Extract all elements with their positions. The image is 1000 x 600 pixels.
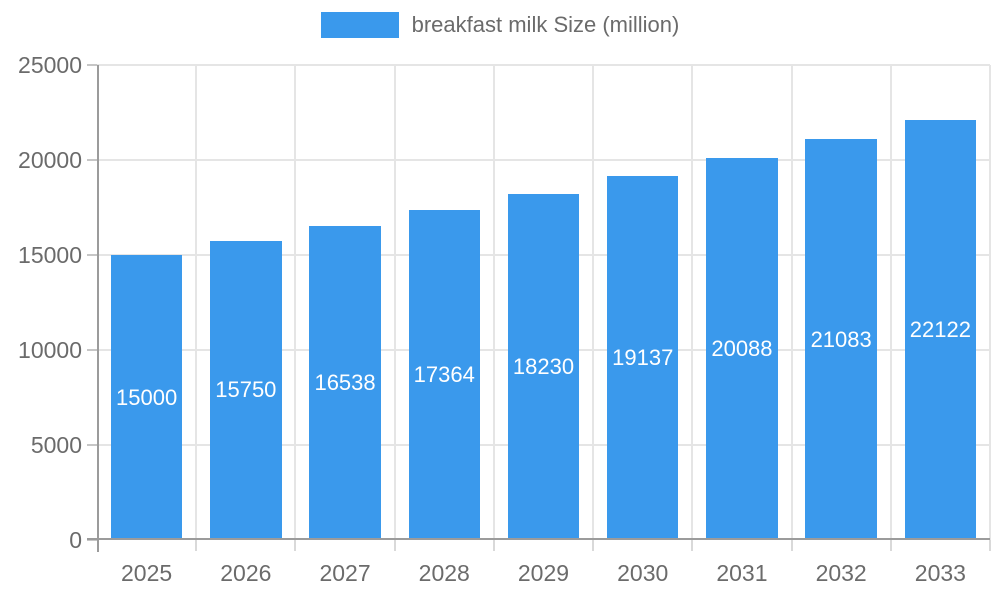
bar: 15750	[210, 240, 282, 540]
x-axis-label: 2025	[121, 560, 173, 586]
x-axis-label: 2029	[517, 560, 570, 586]
bar-value-label: 17364	[413, 362, 475, 388]
x-axis-label: 2028	[418, 560, 470, 586]
category-split-line	[492, 65, 495, 540]
bar-value-label: 16538	[314, 369, 376, 395]
category-split-line	[592, 65, 595, 540]
x-axis-line	[87, 538, 990, 540]
bar-value-label: 21083	[810, 326, 872, 352]
y-axis-label: 5000	[30, 432, 82, 458]
y-axis-label: 10000	[18, 337, 82, 363]
x-axis-tick	[393, 540, 396, 551]
bar: 22122	[904, 119, 977, 540]
category-split-line	[989, 65, 991, 540]
x-axis-tick	[195, 540, 198, 551]
bar-value-label: 18230	[512, 353, 575, 379]
y-axis-tick	[87, 349, 97, 351]
y-axis-line	[97, 65, 99, 552]
bar: 21083	[805, 139, 877, 540]
bar-value-label: 20088	[711, 336, 773, 362]
bar: 20088	[706, 158, 778, 540]
y-axis-tick	[87, 539, 97, 541]
bar-value-label: 22122	[909, 316, 971, 342]
legend-label: breakfast milk Size (million)	[411, 12, 680, 37]
category-split-line	[393, 65, 396, 540]
bar-value-label: 15000	[116, 384, 178, 410]
y-axis-label: 15000	[18, 242, 82, 268]
plot-area: 15000 15750 16538 17364 18230 19137 20088 21083…	[87, 64, 991, 552]
x-axis-label: 2032	[815, 560, 867, 586]
bar: 19137	[607, 176, 679, 540]
y-axis-tick	[87, 159, 97, 161]
x-axis-label: 2026	[220, 560, 272, 586]
bar-value-label: 15750	[215, 377, 277, 403]
legend[interactable]: breakfast milk Size (million)	[0, 12, 1000, 38]
category-split-line	[889, 65, 892, 540]
x-axis-label: 2031	[716, 560, 768, 586]
bar: 17364	[408, 210, 480, 540]
y-gridline	[97, 64, 990, 66]
x-axis-label: 2027	[319, 560, 371, 586]
category-split-line	[294, 65, 297, 540]
x-axis-tick	[691, 540, 694, 551]
x-axis-tick	[889, 540, 892, 551]
bar: 18230	[507, 193, 580, 540]
x-axis-tick	[592, 540, 595, 551]
y-axis-label: 25000	[18, 52, 82, 78]
y-axis-tick	[87, 444, 97, 446]
bar: 15000	[110, 255, 183, 540]
legend-swatch-icon	[320, 12, 399, 38]
y-axis-tick	[87, 64, 97, 66]
y-gridline	[97, 159, 990, 161]
x-axis-label: 2033	[914, 560, 966, 586]
bar-value-label: 19137	[612, 345, 674, 371]
x-axis-tick	[492, 540, 495, 551]
category-split-line	[691, 65, 694, 540]
x-axis-tick	[790, 540, 793, 551]
y-axis-label: 20000	[18, 147, 82, 173]
y-axis-tick	[87, 254, 97, 256]
category-split-line	[790, 65, 793, 540]
x-axis-tick	[989, 540, 991, 551]
bar: 16538	[309, 225, 381, 540]
x-axis-label: 2030	[617, 560, 669, 586]
y-axis-label: 0	[69, 527, 82, 553]
category-split-line	[195, 65, 198, 540]
x-axis-tick	[294, 540, 297, 551]
